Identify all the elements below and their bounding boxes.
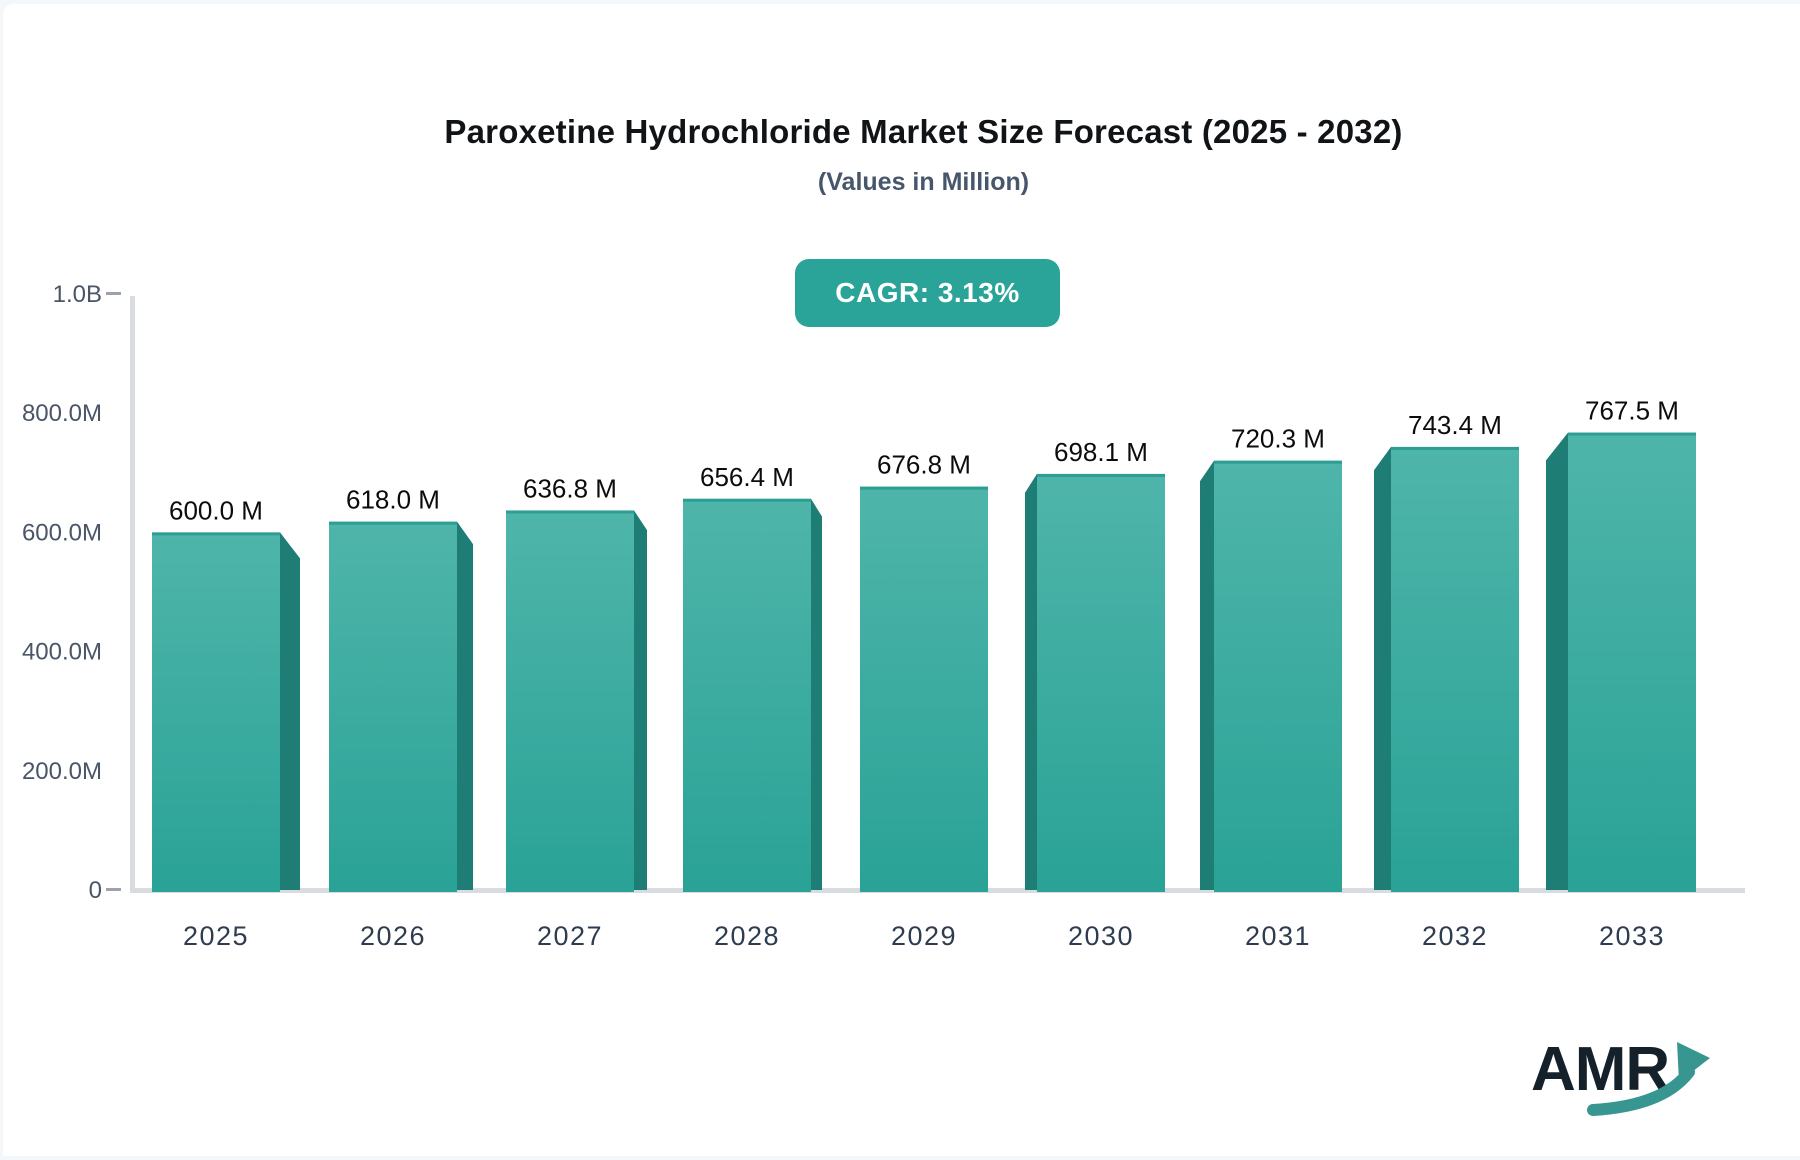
y-tick-dash xyxy=(106,888,121,891)
bar[interactable] xyxy=(506,510,634,892)
bar-top-edge xyxy=(329,521,457,525)
bar-group[interactable]: 618.0 M 2026 xyxy=(329,485,473,951)
bar-group[interactable]: 600.0 M 2025 xyxy=(152,495,300,951)
y-tick-label: 1.0B xyxy=(53,281,102,308)
bar-top-edge xyxy=(506,510,634,514)
x-tick-label: 2026 xyxy=(360,921,426,951)
y-tick-label: 800.0M xyxy=(22,400,102,427)
bar[interactable] xyxy=(1214,460,1342,892)
x-tick-label: 2033 xyxy=(1599,921,1665,951)
x-tick-label: 2031 xyxy=(1245,921,1311,951)
bar-value-label: 600.0 M xyxy=(169,495,263,525)
amr-logo-text: AMR xyxy=(1531,1035,1670,1104)
bar-value-label: 743.4 M xyxy=(1408,410,1502,440)
bar-top-edge xyxy=(1391,446,1519,450)
bar-side-face xyxy=(280,532,300,890)
bar-value-label: 698.1 M xyxy=(1054,437,1148,467)
bar-side-face xyxy=(634,510,647,890)
bar-top-edge xyxy=(1037,473,1165,477)
bar[interactable] xyxy=(1391,446,1519,892)
bar-value-label: 676.8 M xyxy=(877,450,971,480)
bar-value-label: 618.0 M xyxy=(346,485,440,515)
bar-top-edge xyxy=(1214,460,1342,464)
bar-group[interactable]: 656.4 M 2028 xyxy=(683,462,822,951)
cagr-badge: CAGR: 3.13% xyxy=(795,259,1060,327)
bar-group[interactable]: 676.8 M 2029 xyxy=(860,450,988,951)
bar[interactable] xyxy=(329,521,457,892)
bar-side-face xyxy=(1546,432,1568,890)
bar-group[interactable]: 698.1 M 2030 xyxy=(1025,437,1165,951)
y-axis-line xyxy=(130,296,135,893)
bar-side-face xyxy=(811,498,822,890)
bar-side-face xyxy=(1025,473,1037,890)
y-tick-label: 400.0M xyxy=(22,639,102,666)
chart-subtitle: (Values in Million) xyxy=(817,168,1030,196)
x-tick-label: 2025 xyxy=(183,921,249,951)
bar[interactable] xyxy=(1037,473,1165,892)
bar-value-label: 636.8 M xyxy=(523,473,617,503)
amr-logo: AMR xyxy=(1523,1034,1733,1129)
bar[interactable] xyxy=(860,486,988,892)
y-tick-label: 0 xyxy=(89,877,102,904)
bar-value-label: 720.3 M xyxy=(1231,424,1325,454)
bar-group[interactable]: 743.4 M 2032 xyxy=(1374,410,1519,951)
bar-top-edge xyxy=(683,498,811,502)
chart-card: Paroxetine Hydrochloride Market Size For… xyxy=(3,4,1800,1156)
chart-header: Paroxetine Hydrochloride Market Size For… xyxy=(47,112,1800,197)
bar-value-label: 767.5 M xyxy=(1585,396,1679,426)
x-tick-label: 2029 xyxy=(891,921,957,951)
y-tick-label: 200.0M xyxy=(22,758,102,785)
bar-side-face xyxy=(1374,446,1391,890)
bar-group[interactable]: 767.5 M 2033 xyxy=(1546,396,1696,951)
bar-top-edge xyxy=(1568,432,1696,436)
bar[interactable] xyxy=(152,532,280,892)
x-tick-label: 2028 xyxy=(714,921,780,951)
bar-chart: 1.0B 800.0M 600.0M 400.0M 200.0M 0 600.0 M 2025… xyxy=(22,281,1745,951)
x-tick-label: 2027 xyxy=(537,921,603,951)
x-tick-label: 2030 xyxy=(1068,921,1134,951)
bar-side-face xyxy=(1200,460,1214,890)
bar-side-face xyxy=(457,521,473,890)
x-tick-label: 2032 xyxy=(1422,921,1488,951)
growth-arrow-icon xyxy=(1587,1042,1710,1116)
bar-value-label: 656.4 M xyxy=(700,462,794,492)
chart-title: Paroxetine Hydrochloride Market Size For… xyxy=(444,113,1403,150)
bar[interactable] xyxy=(683,498,811,892)
bar-top-edge xyxy=(860,486,988,490)
y-tick-label: 600.0M xyxy=(22,519,102,546)
y-tick-dash xyxy=(106,292,121,295)
bar-group[interactable]: 720.3 M 2031 xyxy=(1200,424,1342,951)
bar-top-edge xyxy=(152,532,280,536)
bar[interactable] xyxy=(1568,432,1696,892)
bar-group[interactable]: 636.8 M 2027 xyxy=(506,473,647,951)
